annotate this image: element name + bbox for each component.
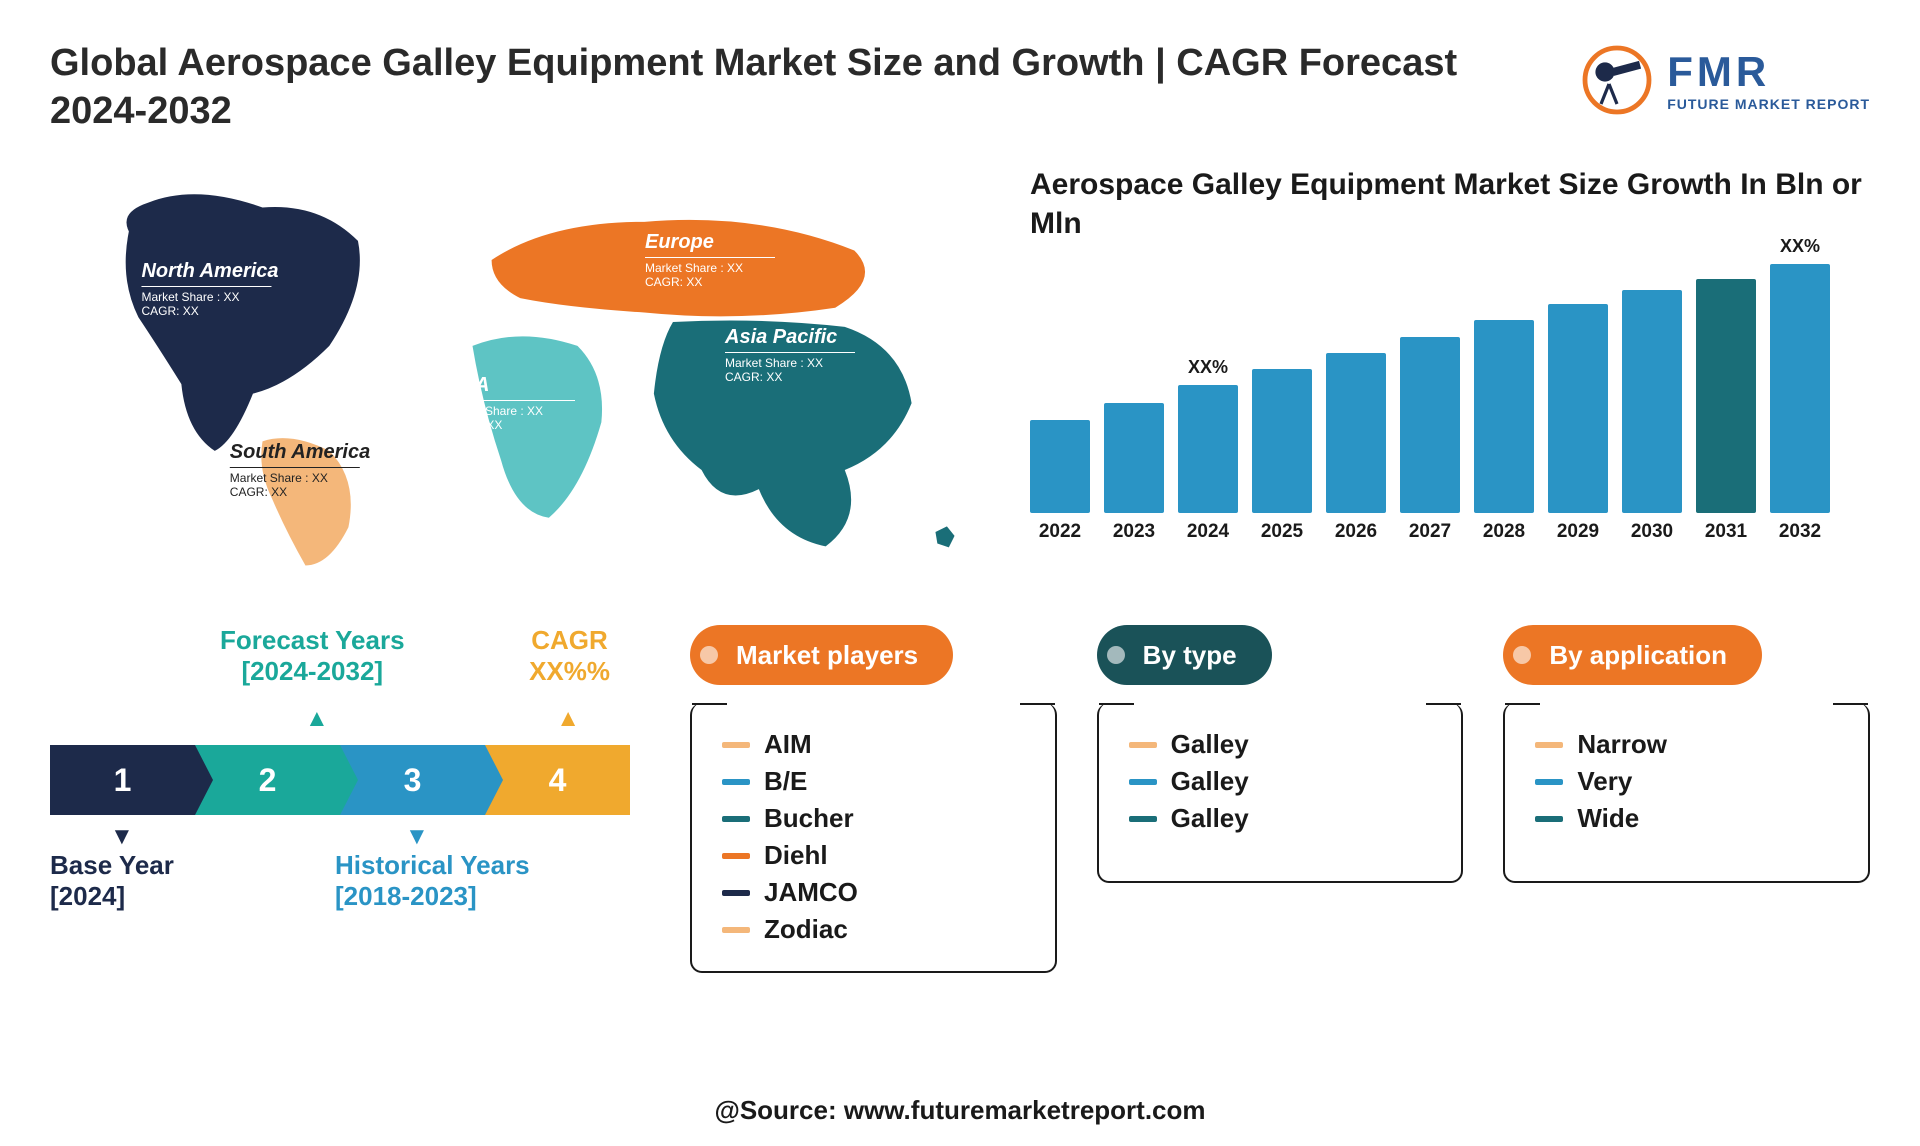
bar-group-2024: XX% 2024: [1178, 385, 1238, 543]
list-item: JAMCO: [722, 877, 1025, 908]
bar-label-2032: 2032: [1779, 521, 1821, 543]
bar-group-2032: XX% 2032: [1770, 264, 1830, 543]
bar-group-2027: 2027: [1400, 337, 1460, 543]
bar-2029: [1548, 304, 1608, 513]
bottom-row: Forecast Years [2024-2032] ▲ CAGR XX%% ▲…: [50, 625, 1870, 973]
logo-subtitle: FUTURE MARKET REPORT: [1667, 96, 1870, 112]
by-application-card: By application Narrow Very Wide: [1503, 625, 1870, 883]
bar-group-2022: 2022: [1030, 420, 1090, 543]
list-item: AIM: [722, 729, 1025, 760]
by-type-pill: By type: [1097, 625, 1272, 685]
base-year-label: Base Year [2024]: [50, 850, 174, 912]
page-title: Global Aerospace Galley Equipment Market…: [50, 40, 1550, 135]
bar-label-2030: 2030: [1631, 521, 1673, 543]
bar-group-2030: 2030: [1622, 290, 1682, 543]
timeline-segment-2: 2: [195, 745, 340, 815]
bar-label-2026: 2026: [1335, 521, 1377, 543]
bar-label-2027: 2027: [1409, 521, 1451, 543]
base-arrow-icon: ▼: [110, 823, 134, 851]
timeline-segment-1: 1: [50, 745, 195, 815]
bar-label-2028: 2028: [1483, 521, 1525, 543]
bar-2030: [1622, 290, 1682, 513]
bar-2025: [1252, 369, 1312, 513]
main-row: North AmericaMarket Share : XXCAGR: XX So…: [50, 155, 1870, 575]
logo-fmr: FMR: [1667, 48, 1870, 96]
bar-label-2024: 2024: [1187, 521, 1229, 543]
bar-label-2029: 2029: [1557, 521, 1599, 543]
bar-label-2025: 2025: [1261, 521, 1303, 543]
bar-label-2031: 2031: [1705, 521, 1747, 543]
historical-arrow-icon: ▼: [405, 823, 429, 851]
cagr-arrow-icon: ▲: [556, 705, 580, 733]
bar-group-2026: 2026: [1326, 353, 1386, 543]
bar-group-2028: 2028: [1474, 320, 1534, 543]
market-players-list: AIM B/E Bucher Diehl JAMCO Zodiac: [690, 703, 1057, 973]
bar-2024: XX%: [1178, 385, 1238, 513]
bar-label-2022: 2022: [1039, 521, 1081, 543]
telescope-icon: [1577, 40, 1657, 120]
bar-2028: [1474, 320, 1534, 513]
by-type-card: By type Galley Galley Galley: [1097, 625, 1464, 883]
bar-group-2025: 2025: [1252, 369, 1312, 543]
region-north-america: [126, 194, 360, 451]
bar-2022: [1030, 420, 1090, 513]
fmr-logo: FMR FUTURE MARKET REPORT: [1577, 40, 1870, 120]
list-item: Narrow: [1535, 729, 1838, 760]
forecast-arrow-icon: ▲: [305, 705, 329, 733]
region-label-asia-pacific: Asia PacificMarket Share : XXCAGR: XX: [725, 326, 855, 384]
bar-2026: [1326, 353, 1386, 513]
source-attribution: @Source: www.futuremarketreport.com: [714, 1095, 1205, 1126]
bar-group-2029: 2029: [1548, 304, 1608, 543]
historical-label: Historical Years [2018-2023]: [335, 850, 530, 912]
bar-group-2023: 2023: [1104, 403, 1164, 543]
bar-2027: [1400, 337, 1460, 513]
region-label-south-america: South AmericaMarket Share : XXCAGR: XX: [230, 441, 370, 499]
list-item: Galley: [1129, 803, 1432, 834]
list-item: Bucher: [722, 803, 1025, 834]
forecast-label: Forecast Years [2024-2032]: [220, 625, 405, 687]
timeline-bar: 1234: [50, 745, 630, 815]
list-item: Wide: [1535, 803, 1838, 834]
chart-title: Aerospace Galley Equipment Market Size G…: [1030, 165, 1870, 243]
by-application-list: Narrow Very Wide: [1503, 703, 1870, 883]
bar-label-2023: 2023: [1113, 521, 1155, 543]
list-item: Galley: [1129, 729, 1432, 760]
market-players-card: Market players AIM B/E Bucher Diehl JAMCO Zod…: [690, 625, 1057, 973]
bar-group-2031: 2031: [1696, 279, 1756, 543]
list-item: Galley: [1129, 766, 1432, 797]
timeline-section: Forecast Years [2024-2032] ▲ CAGR XX%% ▲…: [50, 625, 650, 905]
list-item: B/E: [722, 766, 1025, 797]
bar-chart: 2022 2023 XX% 2024 2025 2026 2027 2028 2029 2030 2…: [1030, 263, 1870, 543]
cagr-label: CAGR XX%%: [529, 625, 610, 687]
bar-2023: [1104, 403, 1164, 513]
market-players-pill: Market players: [690, 625, 953, 685]
logo-text: FMR FUTURE MARKET REPORT: [1667, 48, 1870, 112]
bar-2031: [1696, 279, 1756, 513]
bar-chart-section: Aerospace Galley Equipment Market Size G…: [1030, 155, 1870, 575]
bar-2032: XX%: [1770, 264, 1830, 513]
by-type-list: Galley Galley Galley: [1097, 703, 1464, 883]
list-item: Very: [1535, 766, 1838, 797]
world-map: North AmericaMarket Share : XXCAGR: XX So…: [50, 155, 1000, 575]
infographic-container: Global Aerospace Galley Equipment Market…: [0, 0, 1920, 1146]
header: Global Aerospace Galley Equipment Market…: [50, 40, 1870, 135]
region-label-mea: MEAMarket Share : XXCAGR: XX: [445, 374, 575, 432]
region-label-north-america: North AmericaMarket Share : XXCAGR: XX: [141, 260, 278, 318]
region-label-europe: EuropeMarket Share : XXCAGR: XX: [645, 231, 775, 289]
list-item: Zodiac: [722, 914, 1025, 945]
timeline-segment-4: 4: [485, 745, 630, 815]
list-item: Diehl: [722, 840, 1025, 871]
by-application-pill: By application: [1503, 625, 1762, 685]
timeline-segment-3: 3: [340, 745, 485, 815]
